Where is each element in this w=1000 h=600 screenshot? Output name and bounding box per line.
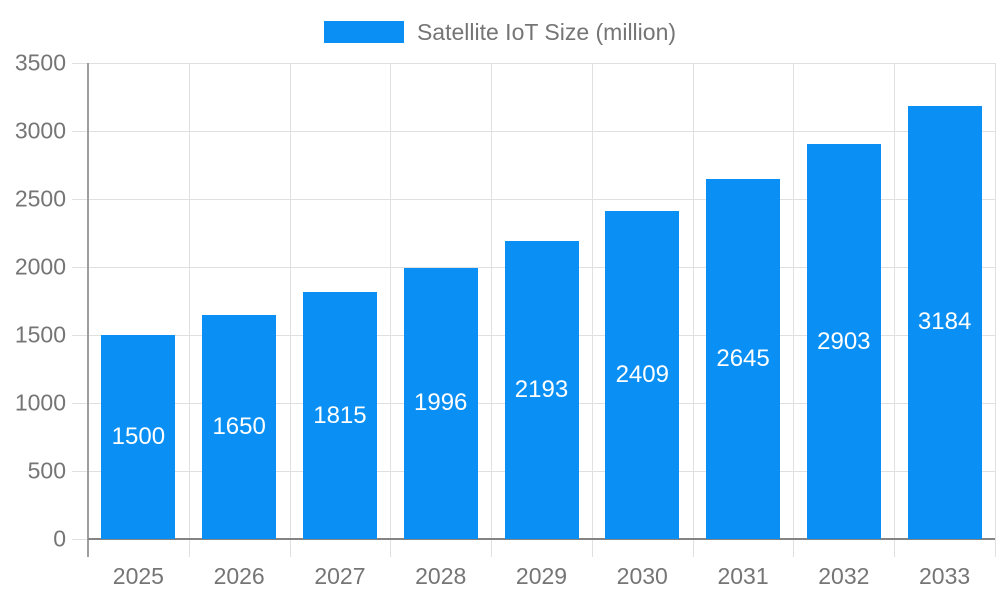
gridline-v [188,63,190,557]
bar-2025[interactable]: 1500 [101,335,176,539]
bar-2031[interactable]: 2645 [706,179,781,539]
x-axis-label: 2032 [818,563,870,589]
bar-2032[interactable]: 2903 [806,144,881,539]
y-axis-label: 500 [27,457,66,484]
x-axis-label: 2029 [515,563,568,589]
gridline-v [995,63,996,557]
legend-swatch[interactable] [323,21,404,43]
legend-label[interactable]: Satellite IoT Size (million) [416,18,677,45]
bar-2028[interactable]: 1996 [403,267,478,539]
bar-value-label: 2193 [514,375,569,403]
bar-value-label: 2903 [817,327,871,355]
bar-2027[interactable]: 1815 [302,292,377,539]
bar-value-label: 2645 [716,345,770,373]
gridline-v [591,63,593,557]
x-axis-label: 2027 [314,563,366,589]
x-axis-label: 2031 [717,563,769,589]
gridline-v [289,63,291,557]
bar-value-label: 3184 [917,308,972,336]
bar-2026[interactable]: 1650 [202,314,277,539]
y-axis-label: 3500 [14,49,66,76]
y-axis-label: 2000 [14,253,66,280]
gridline-h [72,199,995,200]
bar-2030[interactable]: 2409 [605,211,680,539]
bar-2029[interactable]: 2193 [504,240,579,539]
bar-value-label: 1500 [111,423,166,450]
x-axis-label: 2028 [415,563,467,589]
bar-value-label: 1996 [414,389,468,417]
x-axis-label: 2030 [616,563,668,589]
gridline-v [894,63,896,557]
gridline-v [491,63,493,557]
gridline-h [72,131,995,132]
x-axis-label: 2025 [112,563,164,589]
y-axis-label: 2500 [14,185,66,212]
gridline-h [72,63,995,64]
y-axis-label: 3000 [14,117,66,144]
y-axis-line [87,63,89,557]
y-axis-label: 1000 [14,389,66,416]
bar-value-label: 1650 [212,412,266,440]
gridline-v [390,63,392,557]
gridline-v [692,63,694,557]
x-axis-label: 2026 [213,563,265,589]
bar-2033[interactable]: 3184 [907,105,982,539]
legend[interactable]: Satellite IoT Size (million) [0,18,1000,45]
y-axis-label: 0 [53,525,66,552]
y-axis-label: 1500 [14,321,66,348]
bar-value-label: 1815 [313,401,367,429]
gridline-v [793,63,795,557]
x-axis-label: 2033 [919,563,971,589]
x-axis-line [88,538,995,540]
bar-value-label: 2409 [615,361,669,389]
